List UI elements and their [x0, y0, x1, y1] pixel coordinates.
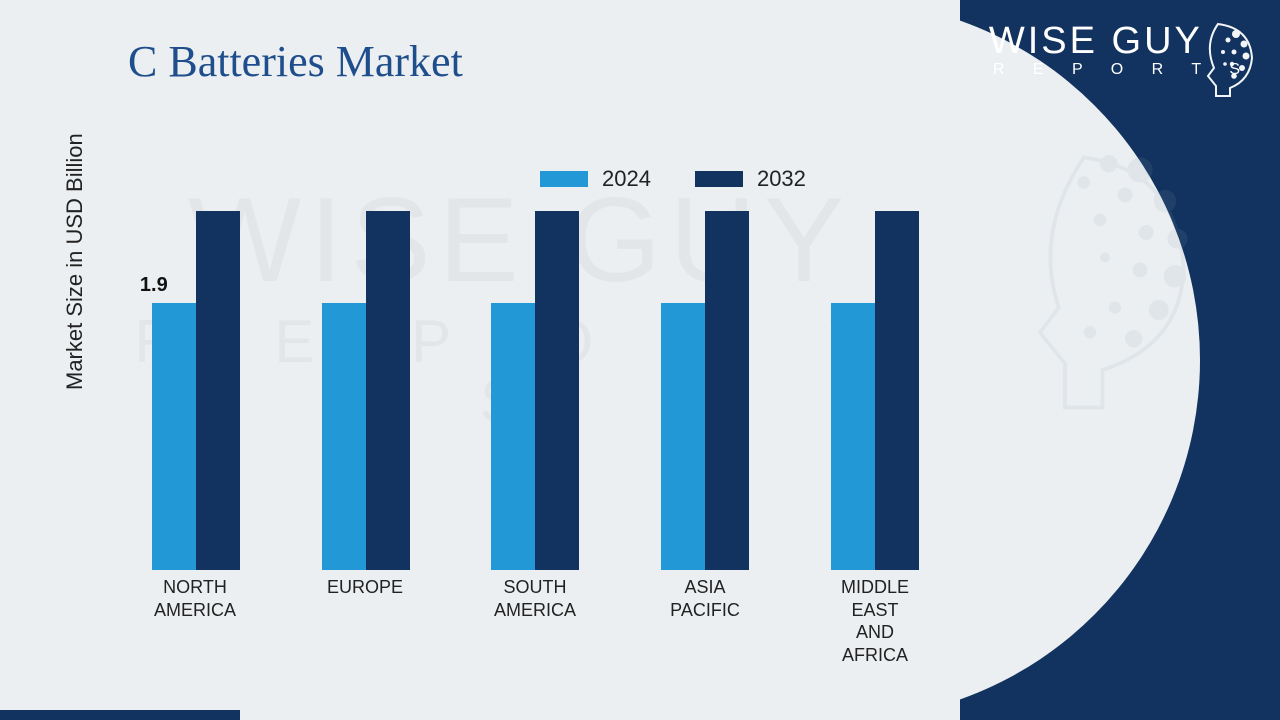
x-tick-label: MIDDLEEASTANDAFRICA — [800, 576, 950, 666]
x-tick-label: ASIAPACIFIC — [630, 576, 780, 666]
plot-area: 1.9 — [110, 190, 960, 570]
legend-swatch-2024 — [540, 171, 588, 187]
bar-2024 — [831, 303, 875, 570]
bar-2032 — [875, 211, 919, 570]
chart-title: C Batteries Market — [128, 36, 463, 87]
legend: 2024 2032 — [540, 166, 806, 192]
bar-group: 1.9 — [146, 211, 246, 570]
bar-group — [485, 211, 585, 570]
bottom-accent-bar — [0, 710, 240, 720]
legend-item-2024: 2024 — [540, 166, 651, 192]
y-axis-label: Market Size in USD Billion — [62, 133, 88, 390]
page-root: WISE GUY R E P O R T S WISE GUY R E P O … — [0, 0, 1280, 720]
bar-2024 — [152, 303, 196, 570]
x-axis-labels: NORTHAMERICAEUROPESOUTHAMERICAASIAPACIFI… — [110, 576, 960, 666]
legend-label-2032: 2032 — [757, 166, 806, 192]
bar-2024 — [322, 303, 366, 570]
bar-2032 — [366, 211, 410, 570]
legend-label-2024: 2024 — [602, 166, 651, 192]
bar-2024 — [491, 303, 535, 570]
bar-group — [825, 211, 925, 570]
bar-group — [655, 211, 755, 570]
bar-group — [316, 211, 416, 570]
legend-item-2032: 2032 — [695, 166, 806, 192]
bar-value-label: 1.9 — [140, 274, 168, 297]
x-tick-label: SOUTHAMERICA — [460, 576, 610, 666]
logo-head-icon — [1190, 18, 1260, 98]
bar-2024 — [661, 303, 705, 570]
bar-groups: 1.9 — [111, 190, 960, 570]
x-tick-label: NORTHAMERICA — [120, 576, 270, 666]
bar-2032 — [535, 211, 579, 570]
x-tick-label: EUROPE — [290, 576, 440, 666]
legend-swatch-2032 — [695, 171, 743, 187]
brand-logo: WISE GUY R E P O R T S — [989, 22, 1252, 78]
watermark-head-icon — [960, 120, 1220, 420]
bar-2032 — [196, 211, 240, 570]
bar-2032 — [705, 211, 749, 570]
